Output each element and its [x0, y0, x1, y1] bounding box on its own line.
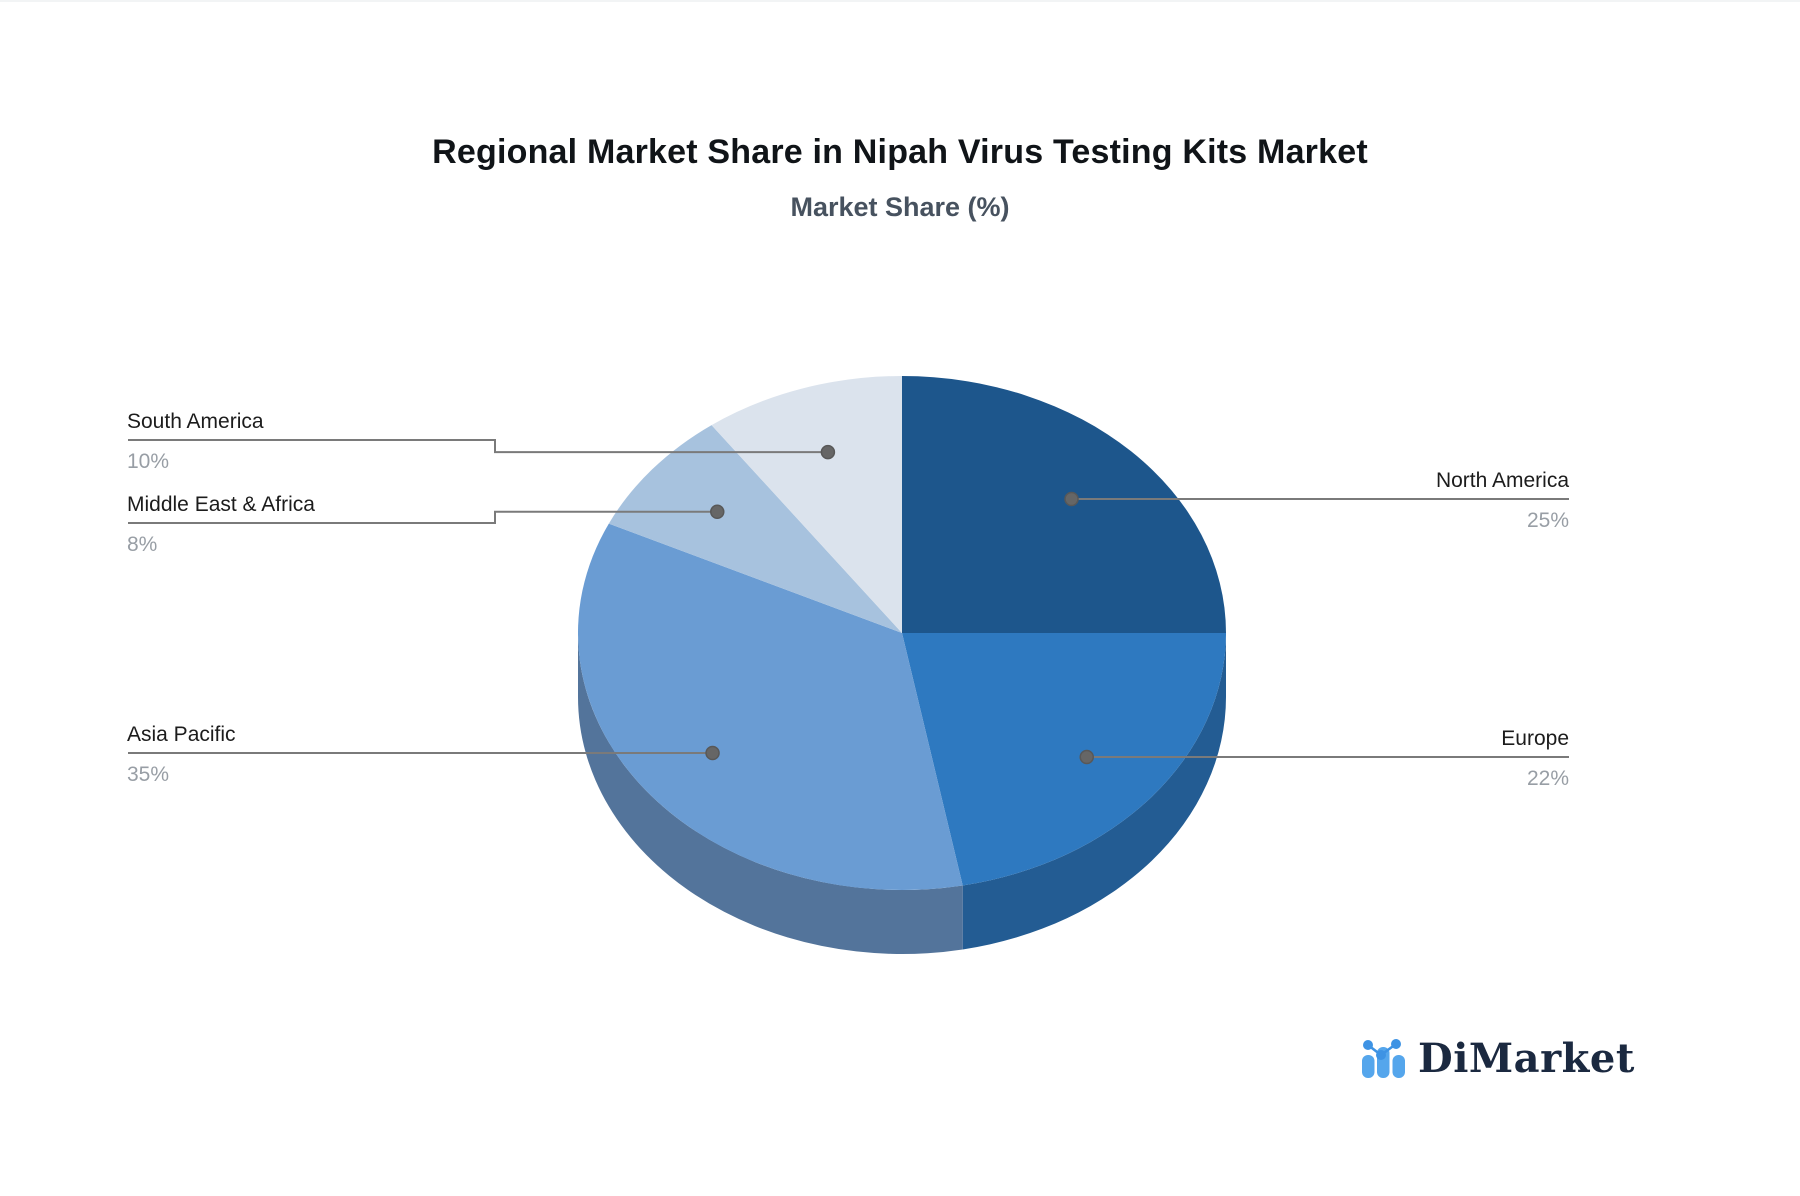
slice-label: Asia Pacific	[127, 723, 236, 746]
chart-subtitle: Market Share (%)	[790, 192, 1010, 222]
pie-slice-europe[interactable]	[902, 633, 1226, 886]
pie-slice-middle-east-africa[interactable]	[608, 425, 902, 633]
callout-dot-europe	[1079, 749, 1094, 765]
pie-slice-south-america[interactable]	[711, 376, 902, 633]
slice-value: 22%	[1526, 767, 1569, 790]
callout-dot-north-america	[1064, 491, 1079, 507]
logo-text: DiMarket	[1418, 1035, 1635, 1082]
callout-line-south-america	[128, 439, 828, 454]
callout-dot-south-america	[820, 444, 836, 460]
bar-chart-sparkline-icon	[1362, 1039, 1405, 1078]
callout-line-middle-east-africa	[128, 510, 718, 524]
callout-dot-asia-pacific	[705, 745, 720, 761]
slice-label: Middle East & Africa	[127, 493, 315, 516]
slice-value: 10%	[127, 450, 170, 473]
slice-label: Europe	[1501, 727, 1569, 750]
slice-value: 8%	[127, 533, 158, 556]
slice-value: 35%	[127, 763, 170, 786]
slice-label: North America	[1435, 469, 1569, 492]
pie-side-asia-pacific	[578, 633, 963, 954]
slice-value: 25%	[1526, 509, 1569, 532]
dimarket-logo: DiMarket	[1360, 1038, 1635, 1080]
pie-side-europe	[962, 633, 1226, 950]
slice-label: South America	[127, 410, 264, 433]
top-border	[0, 0, 1800, 2]
pie-slice-north-america[interactable]	[902, 376, 1226, 633]
pie-slice-asia-pacific[interactable]	[578, 523, 963, 890]
chart-title: Regional Market Share in Nipah Virus Tes…	[432, 133, 1368, 171]
callout-dot-middle-east-africa	[710, 504, 725, 520]
